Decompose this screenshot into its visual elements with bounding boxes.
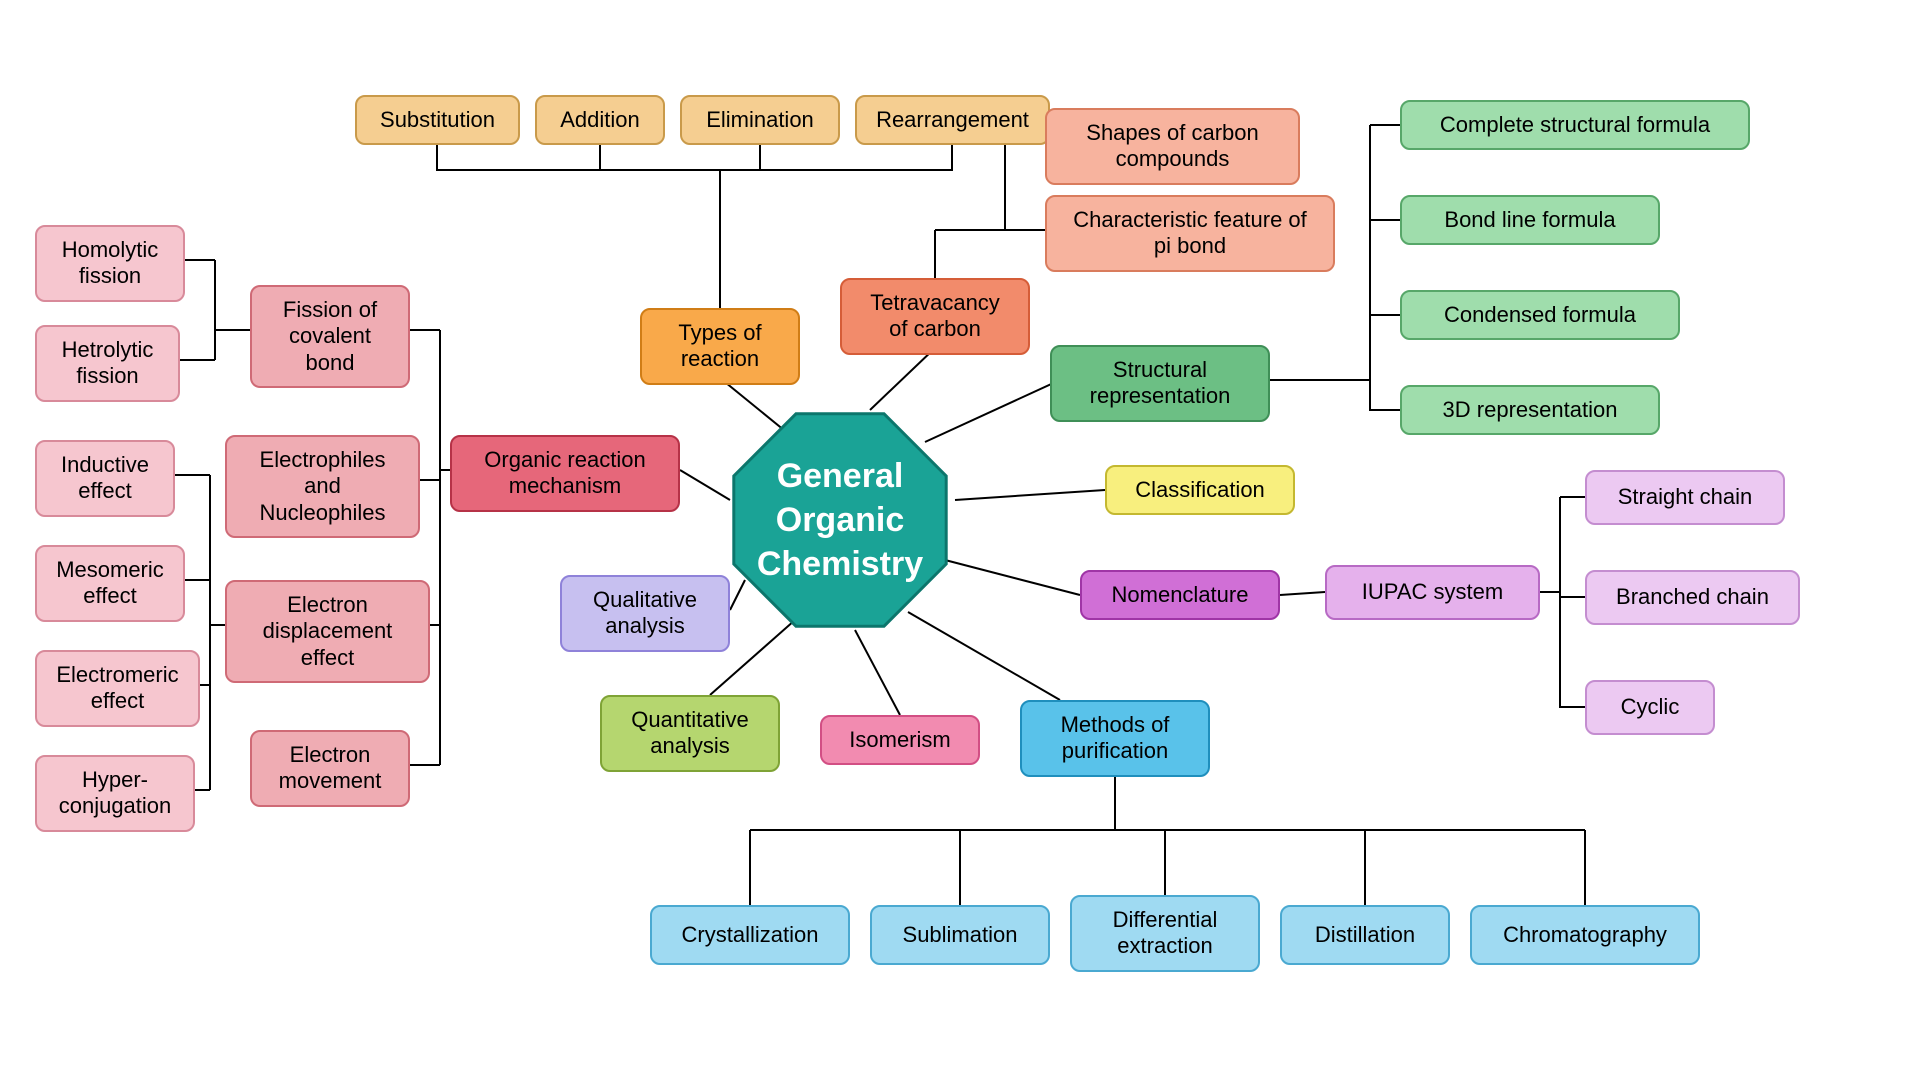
node-label: Shapes of carbon compounds <box>1063 120 1282 173</box>
node-str8: Straight chain <box>1585 470 1785 525</box>
node-label: Types of reaction <box>658 320 782 373</box>
node-chrom: Chromatography <box>1470 905 1700 965</box>
node-label: Substitution <box>380 107 495 133</box>
node-label: Cyclic <box>1621 694 1680 720</box>
node-label: Elimination <box>706 107 814 133</box>
node-label: Tetravacancy of carbon <box>858 290 1012 343</box>
node-label: Distillation <box>1315 922 1415 948</box>
edge <box>870 348 935 410</box>
node-label: Electron movement <box>268 742 392 795</box>
node-label: Electrophiles and Nucleophiles <box>243 447 402 526</box>
node-label: Hetrolytic fission <box>53 337 162 390</box>
node-label: Quantitative analysis <box>618 707 762 760</box>
node-label: Complete structural formula <box>1440 112 1710 138</box>
center-node: General Organic Chemistry <box>725 405 955 635</box>
node-meso: Mesomeric effect <box>35 545 185 622</box>
node-label: Characteristic feature of pi bond <box>1063 207 1317 260</box>
node-class: Classification <box>1105 465 1295 515</box>
edge <box>1370 125 1400 410</box>
center-label: General Organic Chemistry <box>757 454 923 587</box>
node-label: Condensed formula <box>1444 302 1636 328</box>
node-hetro: Hetrolytic fission <box>35 325 180 402</box>
node-elim: Elimination <box>680 95 840 145</box>
node-rearr: Rearrangement <box>855 95 1050 145</box>
node-label: Inductive effect <box>53 452 157 505</box>
node-fiss: Fission of covalent bond <box>250 285 410 388</box>
node-label: Hyper-conjugation <box>53 767 177 820</box>
node-label: IUPAC system <box>1362 579 1503 605</box>
edge <box>680 470 730 500</box>
node-cryst: Crystallization <box>650 905 850 965</box>
node-csf: Complete structural formula <box>1400 100 1750 150</box>
node-label: Methods of purification <box>1038 712 1192 765</box>
node-add: Addition <box>535 95 665 145</box>
node-label: Branched chain <box>1616 584 1769 610</box>
node-orm: Organic reaction mechanism <box>450 435 680 512</box>
node-label: Isomerism <box>849 727 950 753</box>
edge <box>1280 592 1325 595</box>
edge <box>1005 140 1045 230</box>
node-disp: Electron displacement effect <box>225 580 430 683</box>
node-eltr: Electromeric effect <box>35 650 200 727</box>
node-struct: Structural representation <box>1050 345 1270 422</box>
node-sub: Substitution <box>355 95 520 145</box>
node-pibond: Characteristic feature of pi bond <box>1045 195 1335 272</box>
node-indu: Inductive effect <box>35 440 175 517</box>
node-methods: Methods of purification <box>1020 700 1210 777</box>
node-iupac: IUPAC system <box>1325 565 1540 620</box>
node-label: Bond line formula <box>1444 207 1615 233</box>
node-label: Classification <box>1135 477 1265 503</box>
node-label: Fission of covalent bond <box>268 297 392 376</box>
node-label: Straight chain <box>1618 484 1753 510</box>
node-emove: Electron movement <box>250 730 410 807</box>
node-label: Organic reaction mechanism <box>468 447 662 500</box>
node-label: 3D representation <box>1443 397 1618 423</box>
node-brch: Branched chain <box>1585 570 1800 625</box>
node-tetra: Tetravacancy of carbon <box>840 278 1030 355</box>
node-label: Electron displacement effect <box>243 592 412 671</box>
node-qual: Qualitative analysis <box>560 575 730 652</box>
node-3d: 3D representation <box>1400 385 1660 435</box>
node-label: Structural representation <box>1068 357 1252 410</box>
node-label: Nomenclature <box>1112 582 1249 608</box>
node-quant: Quantitative analysis <box>600 695 780 772</box>
node-label: Mesomeric effect <box>53 557 167 610</box>
node-label: Sublimation <box>903 922 1018 948</box>
node-nomen: Nomenclature <box>1080 570 1280 620</box>
node-label: Qualitative analysis <box>578 587 712 640</box>
edge <box>955 490 1105 500</box>
node-homo: Homolytic fission <box>35 225 185 302</box>
node-dist: Distillation <box>1280 905 1450 965</box>
node-label: Chromatography <box>1503 922 1667 948</box>
node-label: Differential extraction <box>1088 907 1242 960</box>
edge <box>945 560 1080 595</box>
node-label: Crystallization <box>682 922 819 948</box>
node-cyc: Cyclic <box>1585 680 1715 735</box>
edge <box>1560 497 1585 707</box>
node-isom: Isomerism <box>820 715 980 765</box>
node-types: Types of reaction <box>640 308 800 385</box>
node-blf: Bond line formula <box>1400 195 1660 245</box>
node-shapes: Shapes of carbon compounds <box>1045 108 1300 185</box>
node-subl: Sublimation <box>870 905 1050 965</box>
node-label: Rearrangement <box>876 107 1029 133</box>
node-elec: Electrophiles and Nucleophiles <box>225 435 420 538</box>
edge <box>855 630 900 715</box>
node-label: Electromeric effect <box>53 662 182 715</box>
node-label: Addition <box>560 107 640 133</box>
node-diff: Differential extraction <box>1070 895 1260 972</box>
node-hyper: Hyper-conjugation <box>35 755 195 832</box>
node-cf: Condensed formula <box>1400 290 1680 340</box>
node-label: Homolytic fission <box>53 237 167 290</box>
